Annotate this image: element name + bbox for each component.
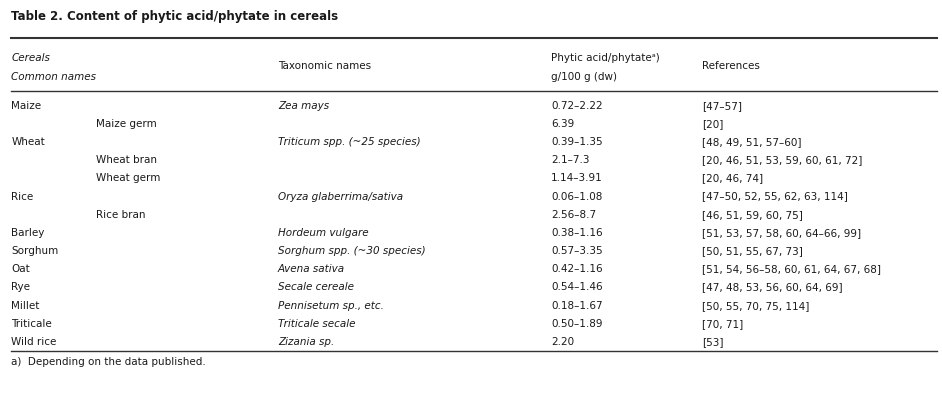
Text: Wheat bran: Wheat bran bbox=[96, 155, 157, 165]
Text: 0.72–2.22: 0.72–2.22 bbox=[551, 101, 603, 111]
Text: 0.38–1.16: 0.38–1.16 bbox=[551, 228, 603, 238]
Text: Maize: Maize bbox=[11, 101, 41, 111]
Text: Triticale secale: Triticale secale bbox=[278, 319, 355, 329]
Text: 2.56–8.7: 2.56–8.7 bbox=[551, 210, 596, 220]
Text: [53]: [53] bbox=[702, 337, 723, 347]
Text: 0.57–3.35: 0.57–3.35 bbox=[551, 246, 603, 256]
Text: [46, 51, 59, 60, 75]: [46, 51, 59, 60, 75] bbox=[702, 210, 803, 220]
Text: [50, 55, 70, 75, 114]: [50, 55, 70, 75, 114] bbox=[702, 301, 809, 310]
Text: Pennisetum sp., etc.: Pennisetum sp., etc. bbox=[278, 301, 383, 310]
Text: [47–57]: [47–57] bbox=[702, 101, 741, 111]
Text: [70, 71]: [70, 71] bbox=[702, 319, 743, 329]
Text: Wild rice: Wild rice bbox=[11, 337, 57, 347]
Text: Secale cereale: Secale cereale bbox=[278, 282, 354, 292]
Text: Sorghum: Sorghum bbox=[11, 246, 58, 256]
Text: [50, 51, 55, 67, 73]: [50, 51, 55, 67, 73] bbox=[702, 246, 803, 256]
Text: [51, 54, 56–58, 60, 61, 64, 67, 68]: [51, 54, 56–58, 60, 61, 64, 67, 68] bbox=[702, 264, 881, 274]
Text: Rice bran: Rice bran bbox=[96, 210, 146, 220]
Text: [47–50, 52, 55, 62, 63, 114]: [47–50, 52, 55, 62, 63, 114] bbox=[702, 192, 848, 201]
Text: Oryza glaberrima/sativa: Oryza glaberrima/sativa bbox=[278, 192, 403, 201]
Text: Rye: Rye bbox=[11, 282, 30, 292]
Text: Zizania sp.: Zizania sp. bbox=[278, 337, 334, 347]
Text: [20]: [20] bbox=[702, 119, 723, 129]
Text: Barley: Barley bbox=[11, 228, 44, 238]
Text: [20, 46, 74]: [20, 46, 74] bbox=[702, 173, 763, 183]
Text: [51, 53, 57, 58, 60, 64–66, 99]: [51, 53, 57, 58, 60, 64–66, 99] bbox=[702, 228, 861, 238]
Text: Avena sativa: Avena sativa bbox=[278, 264, 345, 274]
Text: Zea mays: Zea mays bbox=[278, 101, 329, 111]
Text: 0.18–1.67: 0.18–1.67 bbox=[551, 301, 603, 310]
Text: Sorghum spp. (~30 species): Sorghum spp. (~30 species) bbox=[278, 246, 426, 256]
Text: 0.39–1.35: 0.39–1.35 bbox=[551, 137, 603, 147]
Text: 0.42–1.16: 0.42–1.16 bbox=[551, 264, 603, 274]
Text: Maize germ: Maize germ bbox=[96, 119, 156, 129]
Text: [20, 46, 51, 53, 59, 60, 61, 72]: [20, 46, 51, 53, 59, 60, 61, 72] bbox=[702, 155, 862, 165]
Text: Triticum spp. (~25 species): Triticum spp. (~25 species) bbox=[278, 137, 420, 147]
Text: Oat: Oat bbox=[11, 264, 30, 274]
Text: 0.50–1.89: 0.50–1.89 bbox=[551, 319, 603, 329]
Text: Hordeum vulgare: Hordeum vulgare bbox=[278, 228, 368, 238]
Text: 1.14–3.91: 1.14–3.91 bbox=[551, 173, 603, 183]
Text: g/100 g (dw): g/100 g (dw) bbox=[551, 72, 617, 82]
Text: 6.39: 6.39 bbox=[551, 119, 575, 129]
Text: Cereals: Cereals bbox=[11, 53, 50, 63]
Text: [47, 48, 53, 56, 60, 64, 69]: [47, 48, 53, 56, 60, 64, 69] bbox=[702, 282, 842, 292]
Text: Wheat germ: Wheat germ bbox=[96, 173, 160, 183]
Text: Millet: Millet bbox=[11, 301, 40, 310]
Text: a)  Depending on the data published.: a) Depending on the data published. bbox=[11, 357, 206, 367]
Text: Common names: Common names bbox=[11, 72, 96, 82]
Text: [48, 49, 51, 57–60]: [48, 49, 51, 57–60] bbox=[702, 137, 802, 147]
Text: Triticale: Triticale bbox=[11, 319, 52, 329]
Text: References: References bbox=[702, 61, 759, 71]
Text: Table 2. Content of phytic acid/phytate in cereals: Table 2. Content of phytic acid/phytate … bbox=[11, 10, 338, 23]
Text: Wheat: Wheat bbox=[11, 137, 45, 147]
Text: 0.54–1.46: 0.54–1.46 bbox=[551, 282, 603, 292]
Text: Rice: Rice bbox=[11, 192, 34, 201]
Text: 2.20: 2.20 bbox=[551, 337, 575, 347]
Text: 2.1–7.3: 2.1–7.3 bbox=[551, 155, 590, 165]
Text: 0.06–1.08: 0.06–1.08 bbox=[551, 192, 603, 201]
Text: Phytic acid/phytateᵃ): Phytic acid/phytateᵃ) bbox=[551, 53, 659, 63]
Text: Taxonomic names: Taxonomic names bbox=[278, 61, 371, 71]
